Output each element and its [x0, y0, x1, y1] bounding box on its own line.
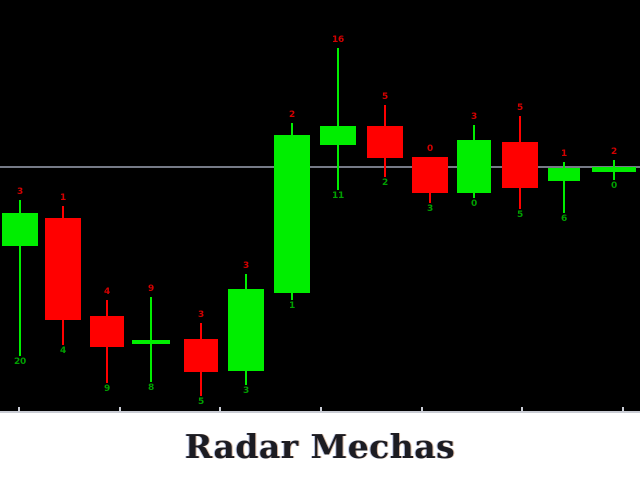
candle-body — [502, 142, 538, 188]
candle-lower-wick-label: 0 — [471, 199, 477, 209]
candle-upper-wick-label: 16 — [332, 35, 344, 45]
candle-upper-wick-label: 3 — [243, 261, 249, 271]
candle-body — [2, 213, 38, 246]
candle-upper-wick-label: 3 — [17, 187, 23, 197]
candle-body — [592, 167, 636, 172]
chart-top-margin — [0, 0, 640, 8]
candlestick-chart-canvas[interactable]: 3 20 1 4 4 9 9 8 3 5 3 3 2 1 16 11 5 2 0 3 3 0 5 5 1 6 2 0 — [0, 0, 640, 413]
x-axis-tick — [18, 407, 20, 412]
candle-8[interactable]: 16 11 — [320, 0, 356, 413]
x-axis-tick — [119, 407, 121, 412]
candle-lower-wick-label: 0 — [611, 181, 617, 191]
candle-wick — [150, 297, 152, 382]
candle-body — [45, 218, 81, 320]
candle-lower-wick-label: 4 — [60, 346, 66, 356]
candle-lower-wick-label: 8 — [148, 383, 154, 393]
x-axis-tick — [622, 407, 624, 412]
candle-upper-wick-label: 2 — [611, 147, 617, 157]
candle-lower-wick-label: 9 — [104, 384, 110, 394]
indicator-footer: Radar Mechas — [0, 413, 640, 480]
x-axis-tick — [521, 407, 523, 412]
candle-wick — [563, 162, 565, 213]
candle-body — [132, 340, 170, 344]
candle-lower-wick-label: 5 — [198, 397, 204, 407]
candle-upper-wick-label: 3 — [198, 310, 204, 320]
candle-body — [412, 157, 448, 193]
candle-body — [274, 135, 310, 293]
candle-lower-wick-label: 3 — [243, 386, 249, 396]
candle-lower-wick-label: 5 — [517, 210, 523, 220]
candle-body — [90, 316, 124, 347]
candle-body — [184, 339, 218, 372]
candle-wick — [337, 48, 339, 190]
zero-reference-line — [0, 166, 640, 168]
candle-body — [457, 140, 491, 193]
x-axis-line — [0, 411, 640, 413]
candle-lower-wick-label: 3 — [427, 204, 433, 214]
candle-wick — [19, 200, 21, 356]
candle-upper-wick-label: 5 — [382, 92, 388, 102]
candle-body — [367, 126, 403, 158]
x-axis-tick — [421, 407, 423, 412]
candle-upper-wick-label: 3 — [471, 112, 477, 122]
candle-body — [548, 168, 580, 181]
candle-lower-wick-label: 20 — [14, 357, 26, 367]
candle-body — [228, 289, 264, 371]
candle-lower-wick-label: 11 — [332, 191, 344, 201]
candle-lower-wick-label: 1 — [289, 301, 295, 311]
x-axis-tick — [320, 407, 322, 412]
candle-1[interactable]: 3 20 — [2, 0, 38, 413]
candle-upper-wick-label: 1 — [561, 149, 567, 159]
candle-upper-wick-label: 0 — [427, 144, 433, 154]
candle-lower-wick-label: 2 — [382, 178, 388, 188]
candle-lower-wick-label: 6 — [561, 214, 567, 224]
x-axis-tick — [219, 407, 221, 412]
candle-upper-wick-label: 9 — [148, 284, 154, 294]
candle-upper-wick-label: 1 — [60, 193, 66, 203]
candle-body — [320, 126, 356, 145]
candle-upper-wick-label: 5 — [517, 103, 523, 113]
page-title: Radar Mechas — [184, 427, 456, 466]
candle-upper-wick-label: 2 — [289, 110, 295, 120]
candle-upper-wick-label: 4 — [104, 287, 110, 297]
